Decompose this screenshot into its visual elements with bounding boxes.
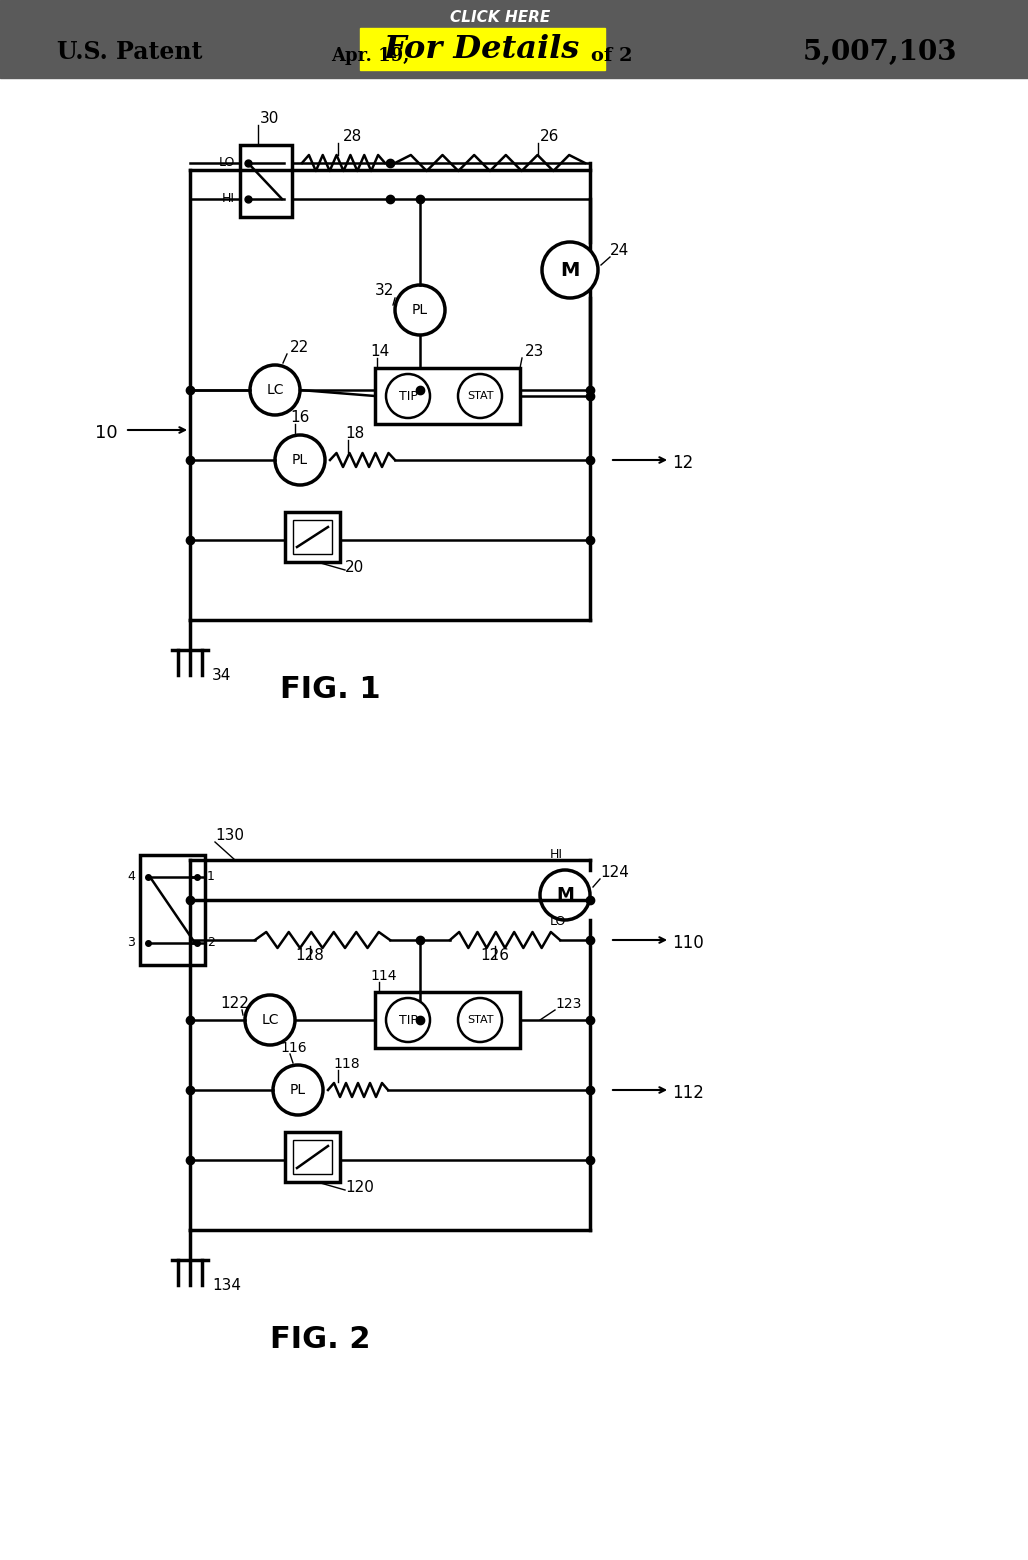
Bar xyxy=(375,992,520,1048)
Text: 3: 3 xyxy=(127,936,135,950)
Text: 26: 26 xyxy=(540,129,559,144)
Text: 12: 12 xyxy=(672,454,693,473)
Text: 34: 34 xyxy=(212,668,231,683)
Text: 10: 10 xyxy=(95,424,117,441)
Text: 122: 122 xyxy=(220,995,249,1011)
Text: PL: PL xyxy=(412,303,428,317)
Text: 130: 130 xyxy=(215,828,244,842)
Text: LO: LO xyxy=(550,916,566,928)
Bar xyxy=(140,855,205,966)
Circle shape xyxy=(386,998,430,1042)
Text: STAT: STAT xyxy=(467,1016,493,1025)
Circle shape xyxy=(273,1065,323,1115)
Text: HI: HI xyxy=(222,192,235,206)
Text: LC: LC xyxy=(261,1012,279,1026)
Text: 114: 114 xyxy=(370,969,397,983)
Text: 124: 124 xyxy=(600,864,629,880)
Text: 118: 118 xyxy=(333,1058,360,1072)
Text: 22: 22 xyxy=(290,340,309,356)
Circle shape xyxy=(458,374,502,418)
Text: TIP: TIP xyxy=(399,390,417,402)
Text: 112: 112 xyxy=(672,1084,704,1101)
Bar xyxy=(0,0,1028,78)
Text: LC: LC xyxy=(266,384,284,396)
Text: 126: 126 xyxy=(480,948,510,963)
Text: 14: 14 xyxy=(370,345,390,359)
Text: STAT: STAT xyxy=(467,392,493,401)
Circle shape xyxy=(250,365,300,415)
Circle shape xyxy=(395,285,445,335)
Text: 32: 32 xyxy=(375,282,395,298)
Text: 23: 23 xyxy=(525,345,545,359)
Circle shape xyxy=(458,998,502,1042)
Text: 4: 4 xyxy=(127,870,135,883)
Text: M: M xyxy=(560,261,580,279)
Circle shape xyxy=(542,242,598,298)
Bar xyxy=(285,1133,340,1182)
Text: 116: 116 xyxy=(280,1041,306,1055)
Bar xyxy=(293,519,332,554)
Bar xyxy=(293,1140,332,1175)
Text: 30: 30 xyxy=(260,111,280,126)
Text: 20: 20 xyxy=(345,560,364,576)
Text: M: M xyxy=(556,886,574,903)
FancyBboxPatch shape xyxy=(360,28,605,70)
Text: PL: PL xyxy=(290,1083,306,1097)
Text: Apr. 19,: Apr. 19, xyxy=(331,47,409,66)
Text: CLICK HERE: CLICK HERE xyxy=(450,11,550,25)
Text: U.S. Patent: U.S. Patent xyxy=(58,41,203,64)
Text: 120: 120 xyxy=(345,1179,374,1195)
Text: of 2: of 2 xyxy=(591,47,633,66)
Bar xyxy=(285,512,340,562)
Text: 18: 18 xyxy=(345,426,364,441)
Circle shape xyxy=(276,435,325,485)
Circle shape xyxy=(245,995,295,1045)
Circle shape xyxy=(386,374,430,418)
Text: 28: 28 xyxy=(343,129,362,144)
Text: 2: 2 xyxy=(207,936,215,950)
Text: 5,007,103: 5,007,103 xyxy=(803,39,957,66)
Text: FIG. 1: FIG. 1 xyxy=(280,675,380,705)
Text: TIP: TIP xyxy=(399,1014,417,1026)
Text: 16: 16 xyxy=(290,410,309,424)
Text: HI: HI xyxy=(550,849,563,861)
Text: 24: 24 xyxy=(610,243,629,257)
Text: PL: PL xyxy=(292,452,308,466)
Text: LO: LO xyxy=(219,156,235,170)
Circle shape xyxy=(540,870,590,920)
Text: FIG. 2: FIG. 2 xyxy=(269,1326,370,1354)
Text: 1: 1 xyxy=(207,870,215,883)
Text: 128: 128 xyxy=(296,948,325,963)
Text: 110: 110 xyxy=(672,934,704,952)
Text: 123: 123 xyxy=(555,997,582,1011)
Bar xyxy=(375,368,520,424)
Text: 134: 134 xyxy=(212,1278,241,1293)
Bar xyxy=(240,145,292,217)
Text: For Details: For Details xyxy=(383,33,580,64)
